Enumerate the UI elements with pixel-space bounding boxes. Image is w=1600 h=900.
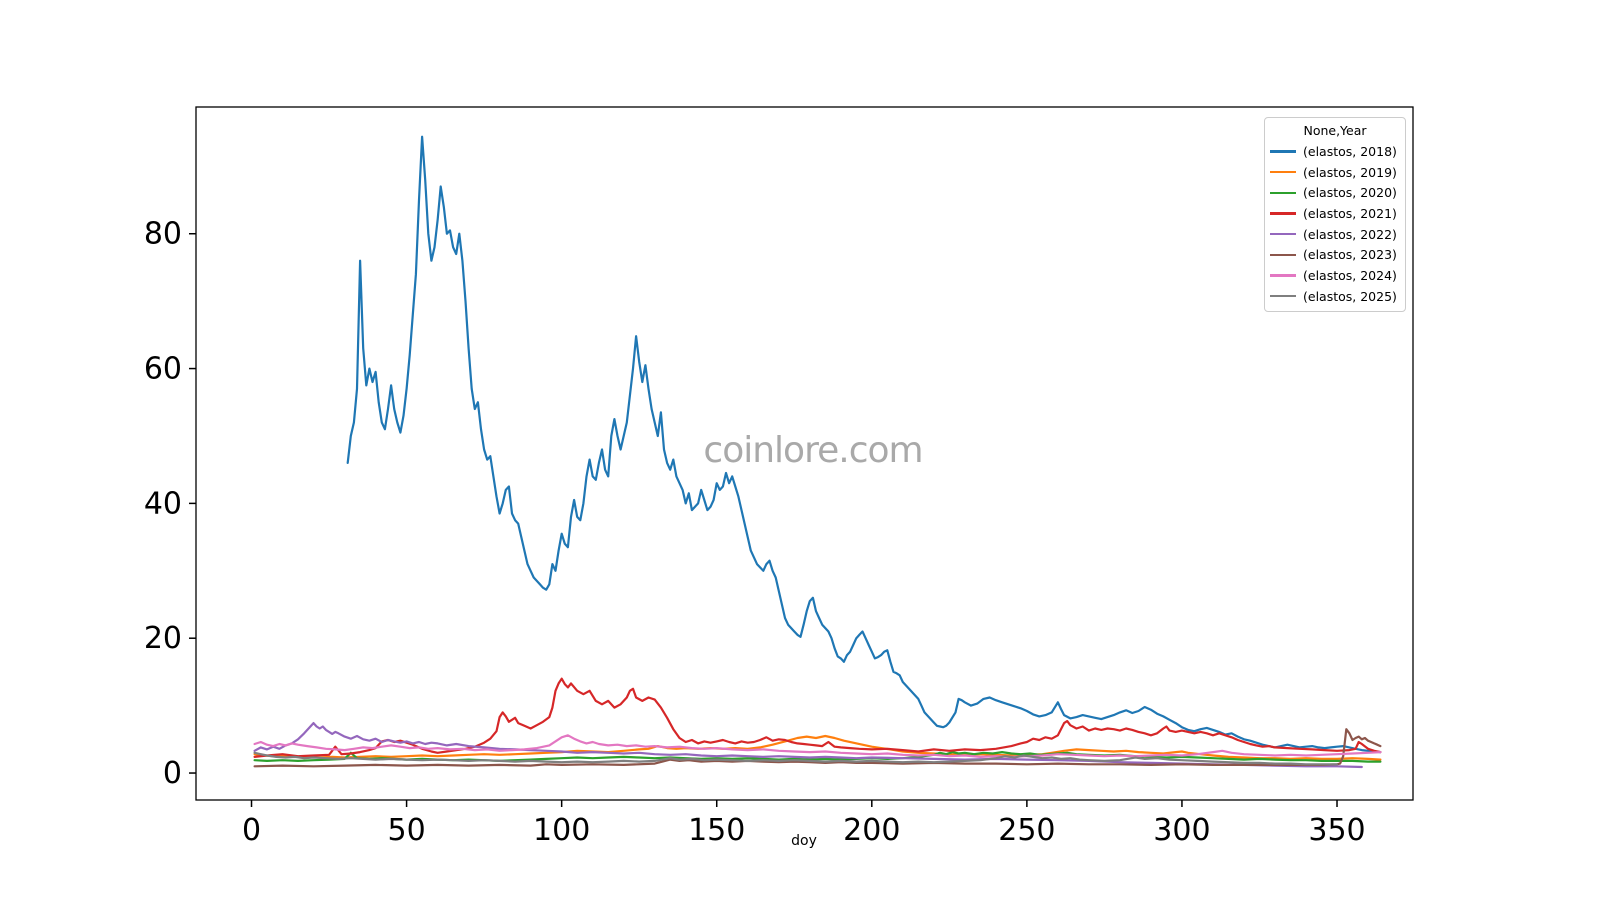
x-tick-label: 0 [242,813,261,848]
series-line-2018 [346,135,1382,754]
x-tick-label: 50 [387,813,425,848]
legend-item-label: (elastos, 2019) [1303,164,1397,180]
legend-item: (elastos, 2024) [1270,265,1400,286]
watermark: coinlore.com [703,430,922,471]
y-tick-label: 0 [163,756,182,791]
legend-item: (elastos, 2021) [1270,203,1400,224]
legend-item-label: (elastos, 2025) [1303,288,1397,304]
legend-item: (elastos, 2019) [1270,162,1400,183]
legend-line-swatch [1270,294,1296,298]
y-tick-label: 40 [144,486,182,521]
legend-line-swatch [1270,212,1296,215]
x-tick-label: 300 [1153,813,1210,848]
legend-title: None,Year [1303,123,1367,138]
legend-line-swatch [1270,170,1296,174]
series-lines [253,135,1382,769]
legend-item-label: (elastos, 2022) [1303,226,1397,242]
legend-item: (elastos, 2020) [1270,182,1400,203]
axes: 0 50 100 150 200 250 300 350 0 20 40 60 80 [144,106,1414,848]
legend-line-swatch [1270,253,1296,256]
legend-item-label: (elastos, 2023) [1303,247,1397,263]
y-tick-label: 20 [144,621,182,656]
legend: None,Year (elastos, 2018) (elastos, 2019)… [1264,117,1406,312]
legend-item-label: (elastos, 2020) [1303,185,1397,201]
legend-items: (elastos, 2018) (elastos, 2019) (elastos, … [1270,141,1400,307]
legend-line-swatch [1270,274,1296,277]
plot-border [195,106,1414,801]
legend-item-label: (elastos, 2021) [1303,205,1397,221]
legend-item-label: (elastos, 2018) [1303,143,1397,159]
y-tick-label: 80 [144,217,182,252]
x-tick-label: 100 [533,813,590,848]
legend-item: (elastos, 2025) [1270,286,1400,307]
x-axis-label: doy [791,833,817,849]
legend-line-swatch [1270,191,1296,194]
legend-item-label: (elastos, 2024) [1303,267,1397,283]
series-line-2022 [253,721,1363,769]
x-tick-label: 200 [843,813,900,848]
legend-item: (elastos, 2023) [1270,244,1400,265]
legend-line-swatch [1270,150,1296,153]
legend-item: (elastos, 2022) [1270,224,1400,245]
series-line-2021 [253,677,1382,759]
x-tick-label: 250 [998,813,1055,848]
legend-line-swatch [1270,232,1296,236]
x-tick-label: 150 [688,813,745,848]
legend-item: (elastos, 2018) [1270,141,1400,162]
series-line-2023 [253,728,1382,768]
series-line-2024 [253,734,1382,759]
series-line-2025 [253,751,1339,766]
series-line-2019 [253,734,1382,761]
y-tick-label: 60 [144,352,182,387]
x-tick-label: 350 [1308,813,1365,848]
